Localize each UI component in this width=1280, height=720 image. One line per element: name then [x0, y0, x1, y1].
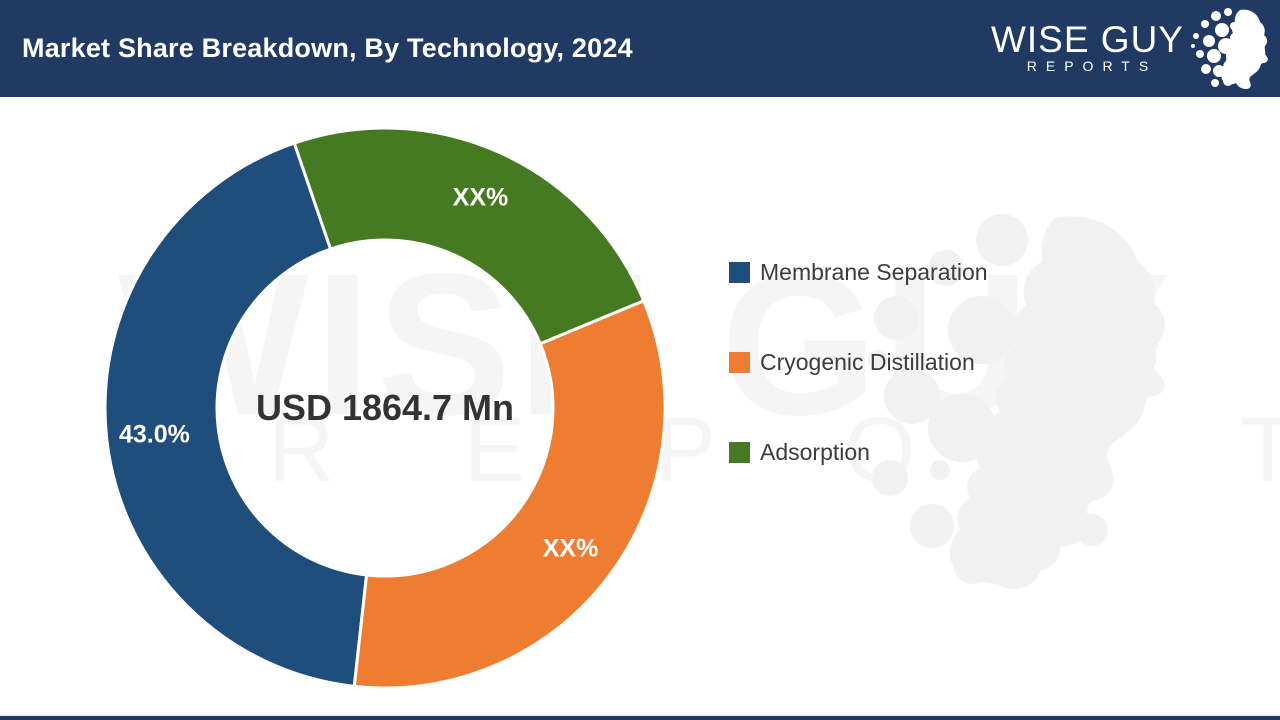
chart-center-value: USD 1864.7 Mn: [255, 387, 515, 428]
segment-label-cryogenic-distillation: XX%: [543, 534, 599, 562]
segment-label-membrane-separation: 43.0%: [119, 420, 190, 448]
footer-divider: [0, 715, 1280, 716]
page-title: Market Share Breakdown, By Technology, 2…: [22, 33, 633, 63]
logo-head-icon: [1191, 8, 1268, 89]
header: Market Share Breakdown, By Technology, 2…: [0, 0, 1280, 97]
segment-label-adsorption: XX%: [453, 184, 509, 212]
donut-segment-cryogenic-distillation: [352, 299, 667, 690]
legend-item-adsorption: Adsorption: [729, 439, 870, 465]
legend-label: Adsorption: [760, 438, 870, 465]
legend-swatch-adsorption: [729, 441, 750, 463]
donut-chart: 43.0% XX% XX%: [103, 126, 667, 690]
legend-swatch-membrane-separation: [729, 261, 750, 283]
legend-label: Cryogenic Distillation: [760, 348, 975, 375]
logo-subtitle: REPORTS: [1026, 58, 1158, 75]
legend-item-cryogenic-distillation: Cryogenic Distillation: [729, 349, 975, 375]
logo-text: WISE GUY REPORTS: [990, 18, 1184, 75]
donut-segment-adsorption: [292, 126, 646, 346]
legend-item-membrane-separation: Membrane Separation: [729, 259, 988, 285]
legend-swatch-cryogenic-distillation: [729, 351, 750, 373]
legend-label: Membrane Separation: [760, 258, 988, 285]
donut-segment-membrane-separation: [103, 141, 369, 688]
footer-bar: [0, 716, 1280, 720]
logo-wordmark: WISE GUY: [990, 18, 1184, 60]
logo: WISE GUY REPORTS: [991, 4, 1270, 90]
